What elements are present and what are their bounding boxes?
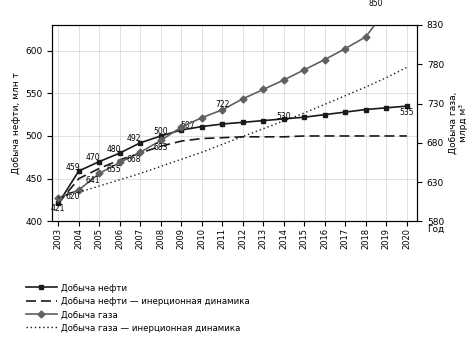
Добыча нефти — инерционная динамика	[404, 134, 410, 138]
Добыча нефти	[76, 169, 82, 173]
Добыча нефти — инерционная динамика	[179, 139, 184, 143]
Добыча нефти — инерционная динамика	[281, 135, 287, 139]
Добыча газа — инерционная динамика	[343, 94, 348, 98]
Line: Добыча газа — инерционная динамика: Добыча газа — инерционная динамика	[58, 67, 407, 198]
Добыча газа	[281, 78, 287, 82]
Добыча газа — инерционная динамика	[219, 142, 225, 146]
Добыча газа — инерционная динамика	[404, 65, 410, 70]
Добыча газа	[117, 160, 123, 165]
Добыча газа	[363, 35, 369, 39]
Добыча нефти	[158, 134, 164, 138]
Добыча газа — инерционная динамика	[322, 102, 328, 106]
Добыча нефти — инерционная динамика	[199, 136, 205, 141]
Text: 641: 641	[86, 176, 100, 185]
Добыча нефти — инерционная динамика	[55, 201, 61, 206]
Добыча газа — инерционная динамика	[363, 85, 369, 89]
Text: 850: 850	[369, 0, 383, 8]
Добыча газа	[96, 171, 102, 176]
Добыча газа	[261, 87, 266, 91]
Y-axis label: Добыча газа,
млрд м³: Добыча газа, млрд м³	[448, 92, 468, 154]
Добыча нефти — инерционная динамика	[137, 151, 143, 155]
Добыча нефти — инерционная динамика	[322, 134, 328, 138]
Добыча нефти	[219, 122, 225, 126]
Text: 655: 655	[106, 165, 121, 174]
Добыча газа	[219, 108, 225, 112]
Text: 421: 421	[51, 205, 65, 213]
Добыча нефти — инерционная динамика	[76, 176, 82, 181]
Добыча газа	[383, 7, 389, 11]
Добыча газа	[76, 188, 82, 192]
Text: 470: 470	[86, 153, 100, 162]
Добыча нефти	[301, 115, 307, 119]
Добыча газа	[240, 97, 246, 101]
Добыча газа	[158, 138, 164, 142]
Добыча нефти	[281, 117, 287, 121]
Добыча газа	[137, 150, 143, 154]
Добыча нефти	[179, 128, 184, 132]
Text: 530: 530	[276, 112, 291, 121]
Text: Год: Год	[428, 225, 445, 234]
Text: 480: 480	[106, 145, 121, 154]
Добыча газа	[343, 46, 348, 51]
Text: 668: 668	[127, 155, 141, 164]
Text: 683: 683	[154, 143, 168, 152]
Добыча нефти	[343, 110, 348, 114]
Добыча газа	[301, 67, 307, 72]
Y-axis label: Добыча нефти, млн т: Добыча нефти, млн т	[12, 72, 21, 174]
Добыча газа — инерционная динамика	[55, 196, 61, 200]
Добыча нефти — инерционная динамика	[363, 134, 369, 138]
Text: 722: 722	[215, 100, 229, 109]
Text: 500: 500	[154, 127, 168, 136]
Добыча газа — инерционная динамика	[383, 75, 389, 80]
Добыча нефти	[137, 141, 143, 145]
Добыча нефти — инерционная динамика	[301, 134, 307, 138]
Добыча нефти — инерционная динамика	[219, 136, 225, 140]
Добыча газа — инерционная динамика	[76, 190, 82, 195]
Добыча нефти — инерционная динамика	[158, 144, 164, 149]
Добыча нефти	[363, 107, 369, 112]
Добыча газа — инерционная динамика	[179, 157, 184, 161]
Добыча газа — инерционная динамика	[301, 111, 307, 115]
Добыча газа — инерционная динамика	[199, 150, 205, 154]
Добыча нефти	[261, 119, 266, 123]
Добыча газа — инерционная динамика	[261, 126, 266, 131]
Добыча нефти	[55, 201, 61, 206]
Text: 507: 507	[180, 121, 195, 130]
Legend: Добыча нефти, Добыча нефти — инерционная динамика, Добыча газа, Добыча газа — ин: Добыча нефти, Добыча нефти — инерционная…	[23, 280, 253, 336]
Добыча газа — инерционная динамика	[240, 134, 246, 139]
Line: Добыча нефти: Добыча нефти	[56, 104, 409, 206]
Добыча нефти	[96, 160, 102, 164]
Line: Добыча газа: Добыча газа	[56, 1, 409, 200]
Добыча газа — инерционная динамика	[158, 164, 164, 169]
Добыча нефти — инерционная динамика	[261, 135, 266, 139]
Добыча газа	[179, 125, 184, 129]
Добыча газа — инерционная динамика	[117, 177, 123, 182]
Добыча нефти	[404, 104, 410, 108]
Добыча нефти — инерционная динамика	[117, 158, 123, 162]
Добыча нефти — инерционная динамика	[343, 134, 348, 138]
Добыча нефти — инерционная динамика	[383, 134, 389, 138]
Text: 492: 492	[127, 134, 141, 144]
Добыча нефти	[383, 106, 389, 110]
Text: 535: 535	[400, 108, 414, 117]
Добыча газа	[404, 1, 410, 5]
Добыча нефти — инерционная динамика	[240, 135, 246, 139]
Добыча газа	[322, 57, 328, 62]
Добыча нефти	[322, 112, 328, 117]
Добыча нефти	[117, 151, 123, 155]
Добыча газа — инерционная динамика	[137, 171, 143, 176]
Добыча нефти — инерционная динамика	[96, 166, 102, 171]
Добыча газа	[55, 196, 61, 200]
Добыча газа — инерционная динамика	[96, 184, 102, 188]
Добыча нефти	[199, 125, 205, 129]
Добыча газа — инерционная динамика	[281, 119, 287, 123]
Добыча нефти	[240, 120, 246, 125]
Text: 620: 620	[65, 192, 80, 201]
Text: 459: 459	[65, 162, 80, 172]
Добыча газа	[199, 116, 205, 120]
Line: Добыча нефти — инерционная динамика: Добыча нефти — инерционная динамика	[58, 136, 407, 203]
